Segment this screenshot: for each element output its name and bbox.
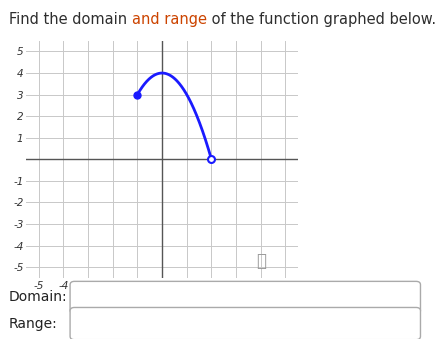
Text: of the function graphed below.: of the function graphed below. xyxy=(206,12,436,27)
Text: Find the domain: Find the domain xyxy=(9,12,131,27)
Text: and range: and range xyxy=(131,12,206,27)
Text: ⌕: ⌕ xyxy=(256,252,266,270)
Text: Domain:: Domain: xyxy=(9,290,67,304)
Text: Range:: Range: xyxy=(9,317,57,331)
